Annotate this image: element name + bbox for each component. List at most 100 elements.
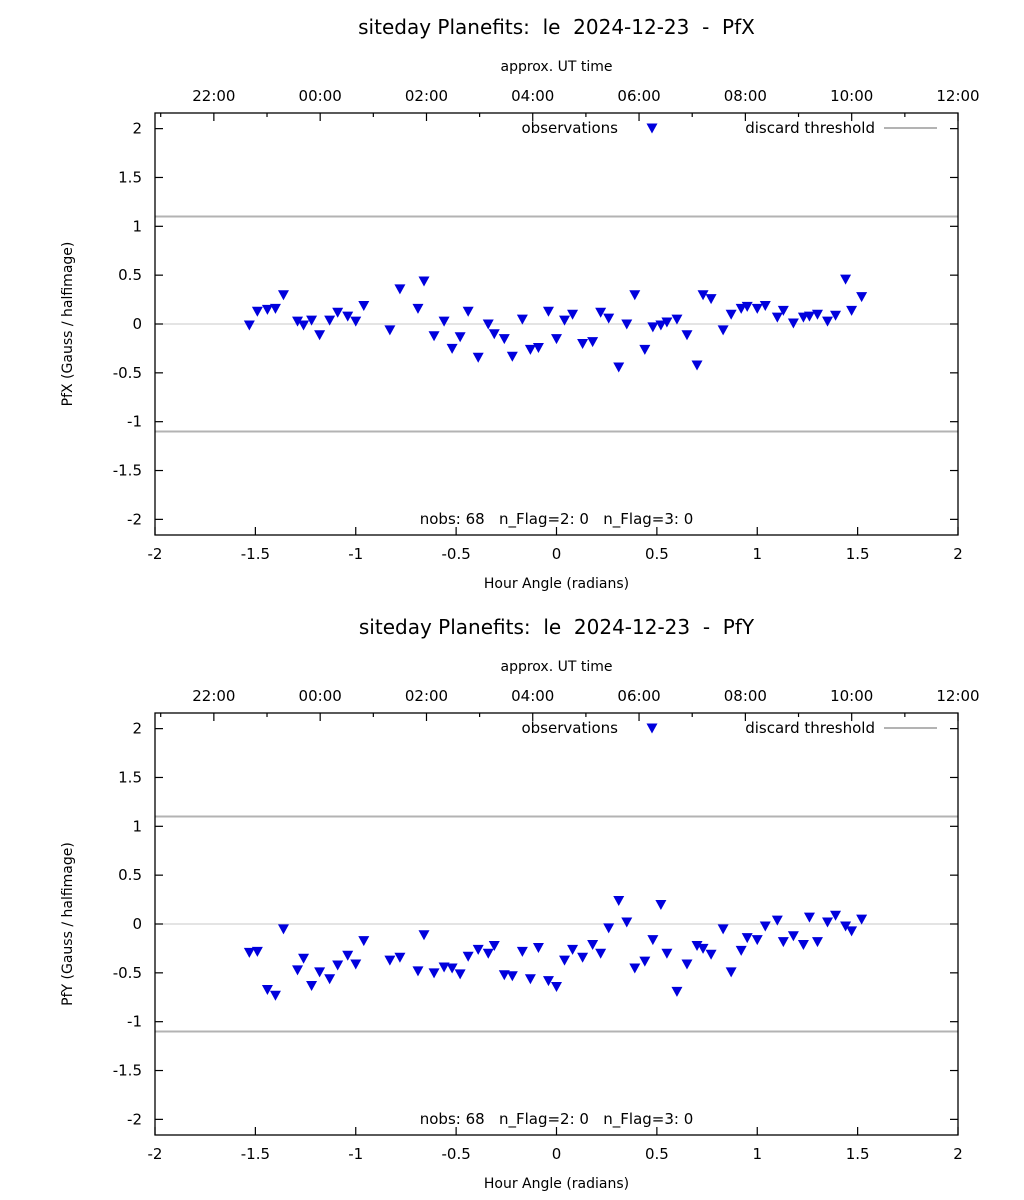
observations-points <box>243 274 868 373</box>
observation-marker <box>298 320 310 331</box>
observation-marker <box>856 914 868 925</box>
observation-marker <box>342 311 354 322</box>
observation-marker <box>621 917 633 928</box>
observation-marker <box>697 290 709 301</box>
y-tick-label: 2 <box>132 720 142 738</box>
ut-time-axis-label: approx. UT time <box>501 659 613 675</box>
observation-marker <box>446 963 458 974</box>
x-tick-label: -0.5 <box>441 1145 470 1163</box>
observation-marker <box>542 976 554 987</box>
observation-marker <box>717 924 729 935</box>
x-tick-label: 1.5 <box>846 545 870 563</box>
observation-marker <box>751 303 763 314</box>
y-tick-label: 1.5 <box>118 768 142 786</box>
legend-observations-label: observations <box>521 719 618 737</box>
observation-marker <box>332 960 344 971</box>
observation-marker <box>777 937 789 948</box>
observation-marker <box>358 300 370 311</box>
ut-tick-label: 00:00 <box>299 87 342 105</box>
observation-marker <box>759 921 771 932</box>
y-tick-label: -1.5 <box>113 1062 142 1080</box>
observation-marker <box>462 951 474 962</box>
observation-marker <box>251 306 263 317</box>
observation-marker <box>577 952 589 963</box>
x-tick-label: 0.5 <box>645 545 669 563</box>
observation-marker <box>438 316 450 327</box>
y-tick-label: 0 <box>132 315 142 333</box>
observation-marker <box>269 303 281 314</box>
x-tick-label: 1.5 <box>846 1145 870 1163</box>
ut-tick-label: 04:00 <box>511 687 554 705</box>
ut-tick-label: 12:00 <box>936 687 979 705</box>
observation-marker <box>498 970 510 981</box>
x-tick-label: -1 <box>348 1145 363 1163</box>
x-tick-label: -1 <box>348 545 363 563</box>
observation-marker <box>306 981 318 992</box>
pfy-chart-section: siteday Planefits: le 2024-12-23 - PfY ap… <box>0 600 1024 1200</box>
observation-marker <box>822 917 834 928</box>
observation-marker <box>830 310 842 321</box>
observation-marker <box>846 926 858 937</box>
observation-marker <box>647 322 659 333</box>
observation-marker <box>759 300 771 311</box>
observation-marker <box>438 962 450 973</box>
y-tick-label: -2 <box>127 510 142 528</box>
observation-marker <box>532 342 544 353</box>
legend-observations-label: observations <box>521 119 618 137</box>
observation-marker <box>771 312 783 323</box>
observation-marker <box>412 303 424 314</box>
ut-tick-label: 06:00 <box>617 87 660 105</box>
y-tick-label: 0 <box>132 915 142 933</box>
observation-marker <box>822 316 834 327</box>
observation-marker <box>846 305 858 316</box>
observation-marker <box>306 315 318 326</box>
observation-marker <box>811 309 823 320</box>
ut-tick-label: 06:00 <box>617 687 660 705</box>
legend-observations-marker <box>646 123 658 134</box>
y-axis-label: PfY (Gauss / halfimage) <box>60 842 76 1006</box>
observation-marker <box>811 937 823 948</box>
observation-marker <box>671 986 683 997</box>
observation-marker <box>603 923 615 934</box>
x-tick-label: 2 <box>953 1145 963 1163</box>
nobs-annotation: nobs: 68 n_Flag=2: 0 n_Flag=3: 0 <box>420 510 694 529</box>
y-tick-label: -2 <box>127 1110 142 1128</box>
nobs-annotation: nobs: 68 n_Flag=2: 0 n_Flag=3: 0 <box>420 1110 694 1129</box>
observation-marker <box>314 330 326 341</box>
observation-marker <box>639 344 651 355</box>
observation-marker <box>454 332 466 343</box>
observation-marker <box>384 955 396 966</box>
observation-marker <box>482 948 494 959</box>
ut-tick-label: 22:00 <box>192 687 235 705</box>
ut-tick-label: 02:00 <box>405 87 448 105</box>
observation-marker <box>830 910 842 921</box>
ut-tick-label: 12:00 <box>936 87 979 105</box>
observation-marker <box>725 309 737 320</box>
observation-marker <box>551 982 562 993</box>
ut-tick-label: 10:00 <box>830 687 873 705</box>
observation-marker <box>856 292 868 303</box>
y-tick-label: 2 <box>132 120 142 138</box>
observation-marker <box>621 319 633 330</box>
observation-marker <box>506 971 518 982</box>
observation-marker <box>803 912 815 923</box>
observation-marker <box>412 966 424 977</box>
ut-time-axis-label: approx. UT time <box>501 59 613 75</box>
observation-marker <box>567 944 579 955</box>
ut-tick-label: 08:00 <box>724 87 767 105</box>
observation-marker <box>292 316 304 327</box>
observation-marker <box>559 315 571 326</box>
x-tick-label: 0.5 <box>645 1145 669 1163</box>
observation-marker <box>840 274 852 285</box>
observation-marker <box>787 318 799 329</box>
observation-marker <box>314 967 326 978</box>
x-tick-label: 1 <box>752 545 762 563</box>
observation-marker <box>350 316 362 327</box>
observation-marker <box>705 294 717 305</box>
observation-marker <box>542 306 554 317</box>
ut-tick-label: 00:00 <box>299 687 342 705</box>
observation-marker <box>595 948 607 959</box>
observation-marker <box>418 276 430 287</box>
observation-marker <box>384 325 396 336</box>
